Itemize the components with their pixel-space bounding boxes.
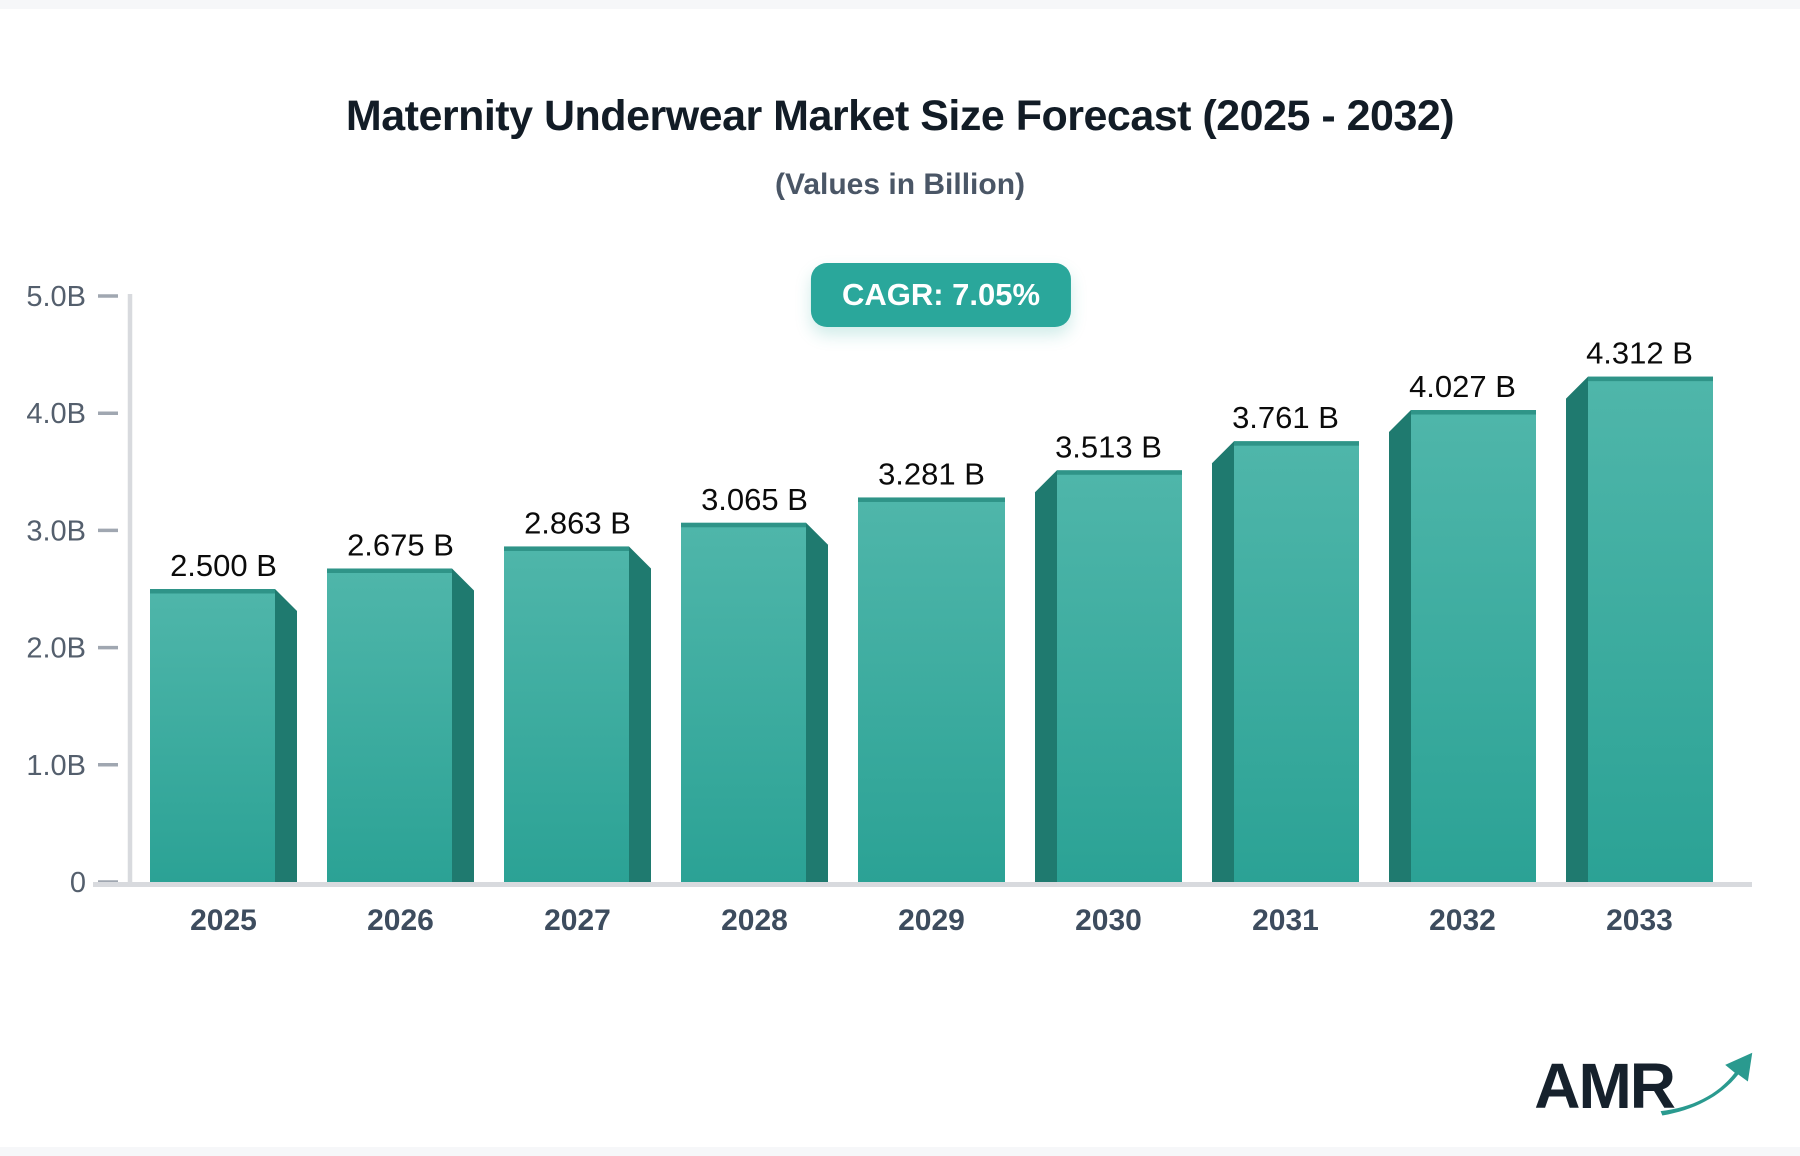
- bar-side-face: [1389, 410, 1411, 882]
- bar-2028: 3.065 B 2028: [681, 482, 828, 937]
- bar-value-label: 3.761 B: [1232, 400, 1339, 435]
- bar-top-edge: [1234, 441, 1359, 446]
- x-axis-label: 2027: [544, 904, 611, 937]
- chart-subtitle: (Values in Billion): [774, 168, 1026, 201]
- bar-side-face: [806, 522, 828, 882]
- x-axis-label: 2028: [721, 904, 788, 937]
- bar-2033: 4.312 B 2033: [1566, 336, 1713, 937]
- x-axis-label: 2030: [1075, 904, 1142, 937]
- bar-front-face: [681, 522, 806, 882]
- bar-top-edge: [327, 568, 452, 573]
- x-axis-label: 2032: [1429, 904, 1496, 937]
- bar-top-edge: [681, 522, 806, 528]
- bar-value-label: 4.312 B: [1586, 336, 1693, 371]
- page-top-strip: [0, 0, 1800, 9]
- bar-front-face: [1057, 470, 1182, 882]
- x-axis-label: 2033: [1606, 904, 1673, 937]
- chart-title: Maternity Underwear Market Size Forecast…: [345, 92, 1455, 140]
- y-tick-label: 4.0B: [26, 398, 86, 430]
- page-bottom-strip: [0, 1147, 1800, 1156]
- bar-top-edge: [1411, 410, 1536, 415]
- bar-side-face: [1212, 441, 1234, 882]
- bar-2025: 2.500 B 2025: [150, 548, 297, 937]
- x-axis-label: 2025: [190, 904, 257, 937]
- bar-value-label: 2.675 B: [347, 527, 454, 562]
- bar-2027: 2.863 B 2027: [504, 505, 651, 937]
- amr-logo-text: AMR: [1534, 1050, 1676, 1122]
- bar-top-edge: [150, 589, 275, 594]
- bar-top-edge: [504, 546, 629, 551]
- x-axis-label: 2031: [1252, 904, 1319, 937]
- bar-side-face: [275, 589, 297, 882]
- bar-value-label: 4.027 B: [1409, 369, 1516, 404]
- cagr-badge: CAGR: 7.05%: [810, 263, 1072, 327]
- bar-front-face: [1411, 410, 1536, 882]
- bar-front-face: [1588, 376, 1713, 882]
- x-axis-label: 2029: [898, 904, 965, 937]
- bar-value-label: 3.281 B: [878, 456, 985, 491]
- bar-front-face: [504, 546, 629, 882]
- bar-front-face: [150, 589, 275, 882]
- bar-side-face: [452, 568, 474, 882]
- bar-front-face: [327, 568, 452, 882]
- bar-value-label: 3.513 B: [1055, 429, 1162, 464]
- bar-side-face: [1566, 376, 1588, 882]
- bar-value-label: 2.863 B: [524, 505, 631, 540]
- bar-front-face: [1234, 441, 1359, 882]
- bar-2029: 3.281 B 2029: [858, 456, 1005, 937]
- x-axis-label: 2026: [367, 904, 434, 937]
- bar-2031: 3.761 B 2031: [1212, 400, 1359, 937]
- bar-top-edge: [1057, 470, 1182, 475]
- bar-top-edge: [858, 497, 1005, 502]
- bar-top-edge: [1588, 376, 1713, 382]
- bar-value-label: 2.500 B: [170, 548, 277, 583]
- bar-2032: 4.027 B 2032: [1389, 369, 1536, 937]
- amr-logo: AMR: [1534, 1048, 1754, 1124]
- bar-front-face: [858, 497, 1005, 882]
- y-tick-label: 5.0B: [26, 281, 86, 313]
- bar-2030: 3.513 B 2030: [1035, 429, 1182, 937]
- y-tick-label: 2.0B: [26, 633, 86, 665]
- y-tick-label: 3.0B: [26, 515, 86, 547]
- cagr-badge-text: CAGR: 7.05%: [841, 277, 1041, 312]
- y-tick-label: 0: [70, 867, 86, 899]
- y-tick-label: 1.0B: [26, 750, 86, 782]
- bar-side-face: [1035, 470, 1057, 882]
- bar-2026: 2.675 B 2026: [327, 527, 474, 937]
- bar-side-face: [629, 546, 651, 882]
- bar-value-label: 3.065 B: [701, 482, 808, 517]
- amr-logo-arrow-icon: [1660, 1052, 1753, 1116]
